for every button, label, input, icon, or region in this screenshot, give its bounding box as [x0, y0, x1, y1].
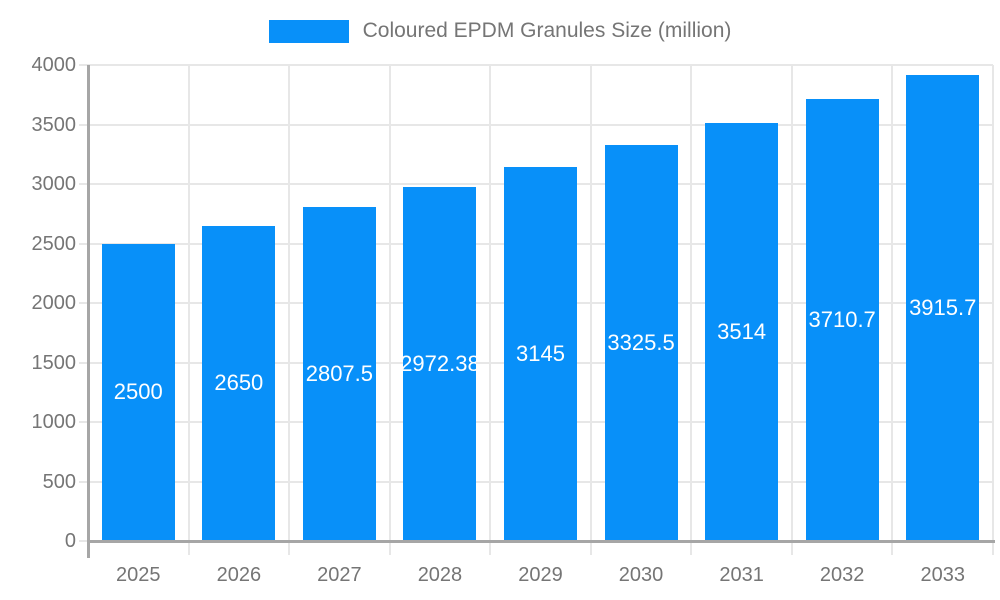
legend-swatch	[268, 19, 349, 43]
x-tick-label: 2027	[317, 564, 362, 586]
x-tick-label: 2033	[920, 564, 965, 586]
gridline-vertical	[187, 65, 190, 555]
gridline-vertical	[288, 65, 291, 555]
bar-value-label: 3145	[516, 340, 565, 366]
y-tick-label: 3000	[31, 173, 77, 195]
y-tick-label: 1000	[31, 411, 77, 433]
y-axis-tick-mark	[79, 123, 88, 126]
bar[interactable]: 3514	[705, 122, 779, 541]
y-axis-tick-mark	[79, 183, 88, 185]
bar-value-label: 3514	[717, 318, 767, 344]
x-tick-label: 2025	[116, 564, 161, 586]
legend-label: Coloured EPDM Granules Size (million)	[362, 19, 732, 42]
gridline-horizontal	[88, 123, 993, 126]
y-axis-tick-mark	[79, 421, 88, 423]
y-axis-tick-mark	[79, 64, 88, 66]
y-tick-label: 3500	[31, 113, 77, 136]
bar-value-label: 2500	[113, 379, 163, 405]
bar[interactable]: 2650	[202, 225, 276, 541]
bar[interactable]: 2807.5	[302, 206, 376, 541]
gridline-vertical	[589, 65, 592, 555]
bar[interactable]: 3325.5	[604, 145, 678, 541]
y-axis-tick-mark	[79, 242, 88, 245]
gridline-vertical	[388, 65, 391, 555]
x-axis-line	[87, 540, 995, 543]
bar[interactable]: 2972.38	[403, 187, 477, 541]
gridline-vertical	[992, 65, 994, 555]
y-tick-label: 4000	[31, 54, 77, 76]
legend[interactable]: Coloured EPDM Granules Size (million)	[0, 14, 1000, 48]
bar-value-label: 2650	[214, 370, 264, 396]
x-tick-label: 2032	[819, 564, 865, 586]
x-tick-label: 2030	[618, 564, 664, 586]
bar-value-label: 3710.7	[808, 307, 876, 333]
bar[interactable]: 3710.7	[805, 99, 879, 541]
bar-value-label: 2972.38	[403, 351, 477, 377]
bar[interactable]: 3915.7	[906, 75, 980, 541]
y-axis-tick-mark	[79, 480, 88, 483]
gridline-vertical	[790, 65, 793, 555]
gridline-vertical	[489, 65, 492, 555]
gridline-vertical	[891, 65, 894, 555]
y-tick-label: 2000	[31, 292, 77, 314]
bar-value-label: 2807.5	[305, 360, 374, 386]
x-tick-label: 2028	[417, 564, 463, 586]
gridline-horizontal	[88, 64, 993, 66]
y-tick-label: 0	[64, 530, 76, 552]
x-tick-label: 2026	[216, 564, 262, 586]
y-tick-label: 500	[42, 470, 76, 493]
bar-value-label: 3915.7	[909, 295, 977, 320]
y-axis-line	[87, 65, 90, 558]
bar[interactable]: 2500	[101, 243, 175, 541]
bar[interactable]: 3145	[504, 166, 577, 541]
y-tick-label: 1500	[31, 351, 77, 374]
y-axis-tick-mark	[79, 540, 88, 542]
y-axis-tick-mark	[79, 361, 88, 364]
bar-value-label: 3325.5	[607, 330, 675, 356]
gridline-vertical	[690, 65, 693, 555]
y-tick-label: 2500	[31, 232, 77, 255]
x-tick-label: 2029	[518, 564, 563, 586]
y-axis-tick-mark	[79, 302, 88, 304]
x-tick-label: 2031	[719, 564, 764, 586]
